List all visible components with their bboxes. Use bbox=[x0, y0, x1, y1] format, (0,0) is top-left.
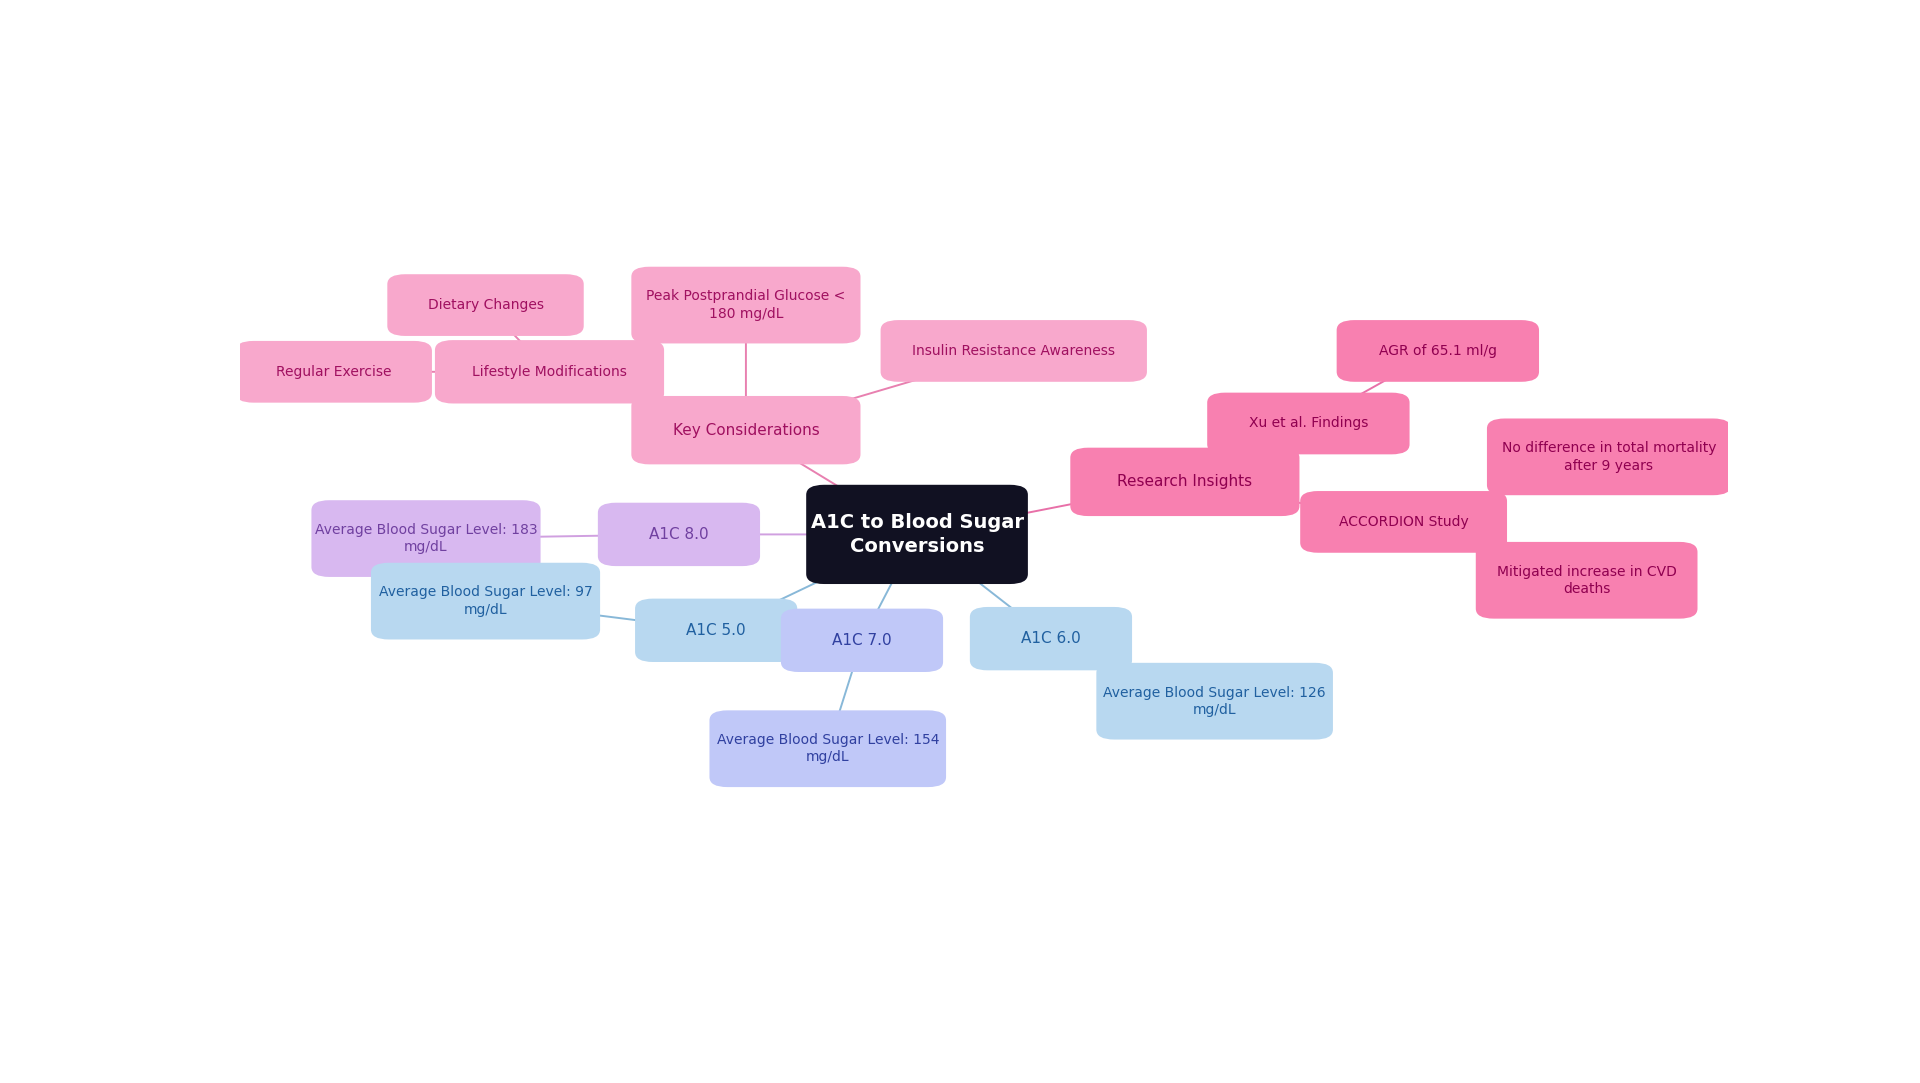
Text: ACCORDION Study: ACCORDION Study bbox=[1338, 514, 1469, 529]
FancyBboxPatch shape bbox=[1208, 393, 1409, 455]
FancyBboxPatch shape bbox=[1069, 447, 1300, 517]
FancyBboxPatch shape bbox=[636, 599, 797, 662]
FancyBboxPatch shape bbox=[806, 485, 1027, 584]
Text: Average Blood Sugar Level: 126
mg/dL: Average Blood Sugar Level: 126 mg/dL bbox=[1104, 686, 1327, 717]
Text: Mitigated increase in CVD
deaths: Mitigated increase in CVD deaths bbox=[1498, 564, 1676, 596]
Text: Key Considerations: Key Considerations bbox=[672, 422, 820, 438]
FancyBboxPatch shape bbox=[781, 609, 943, 671]
Text: A1C 6.0: A1C 6.0 bbox=[1021, 631, 1081, 647]
FancyBboxPatch shape bbox=[236, 341, 432, 403]
FancyBboxPatch shape bbox=[1336, 321, 1540, 382]
Text: Dietary Changes: Dietary Changes bbox=[428, 298, 543, 312]
Text: Average Blood Sugar Level: 154
mg/dL: Average Blood Sugar Level: 154 mg/dL bbox=[716, 733, 939, 765]
FancyBboxPatch shape bbox=[388, 274, 584, 336]
Text: A1C 5.0: A1C 5.0 bbox=[685, 623, 747, 638]
FancyBboxPatch shape bbox=[371, 563, 601, 639]
Text: Average Blood Sugar Level: 183
mg/dL: Average Blood Sugar Level: 183 mg/dL bbox=[315, 523, 538, 554]
FancyBboxPatch shape bbox=[1096, 663, 1332, 740]
Text: Regular Exercise: Regular Exercise bbox=[276, 365, 392, 379]
FancyBboxPatch shape bbox=[1300, 491, 1507, 552]
Text: Insulin Resistance Awareness: Insulin Resistance Awareness bbox=[912, 344, 1116, 358]
FancyBboxPatch shape bbox=[311, 500, 541, 577]
Text: No difference in total mortality
after 9 years: No difference in total mortality after 9… bbox=[1501, 441, 1716, 472]
FancyBboxPatch shape bbox=[1486, 418, 1732, 495]
FancyBboxPatch shape bbox=[881, 321, 1146, 382]
Text: A1C 7.0: A1C 7.0 bbox=[831, 632, 891, 648]
Text: Lifestyle Modifications: Lifestyle Modifications bbox=[472, 365, 628, 379]
Text: Xu et al. Findings: Xu et al. Findings bbox=[1248, 417, 1369, 431]
Text: A1C to Blood Sugar
Conversions: A1C to Blood Sugar Conversions bbox=[810, 513, 1023, 556]
FancyBboxPatch shape bbox=[632, 266, 860, 343]
Text: A1C 8.0: A1C 8.0 bbox=[649, 527, 708, 542]
FancyBboxPatch shape bbox=[597, 503, 760, 566]
FancyBboxPatch shape bbox=[632, 396, 860, 465]
Text: Peak Postprandial Glucose <
180 mg/dL: Peak Postprandial Glucose < 180 mg/dL bbox=[647, 289, 845, 321]
Text: AGR of 65.1 ml/g: AGR of 65.1 ml/g bbox=[1379, 344, 1498, 358]
FancyBboxPatch shape bbox=[1476, 542, 1697, 618]
FancyBboxPatch shape bbox=[970, 606, 1133, 670]
Text: Average Blood Sugar Level: 97
mg/dL: Average Blood Sugar Level: 97 mg/dL bbox=[378, 586, 593, 617]
FancyBboxPatch shape bbox=[710, 710, 947, 787]
Text: Research Insights: Research Insights bbox=[1117, 474, 1252, 490]
FancyBboxPatch shape bbox=[436, 340, 664, 404]
